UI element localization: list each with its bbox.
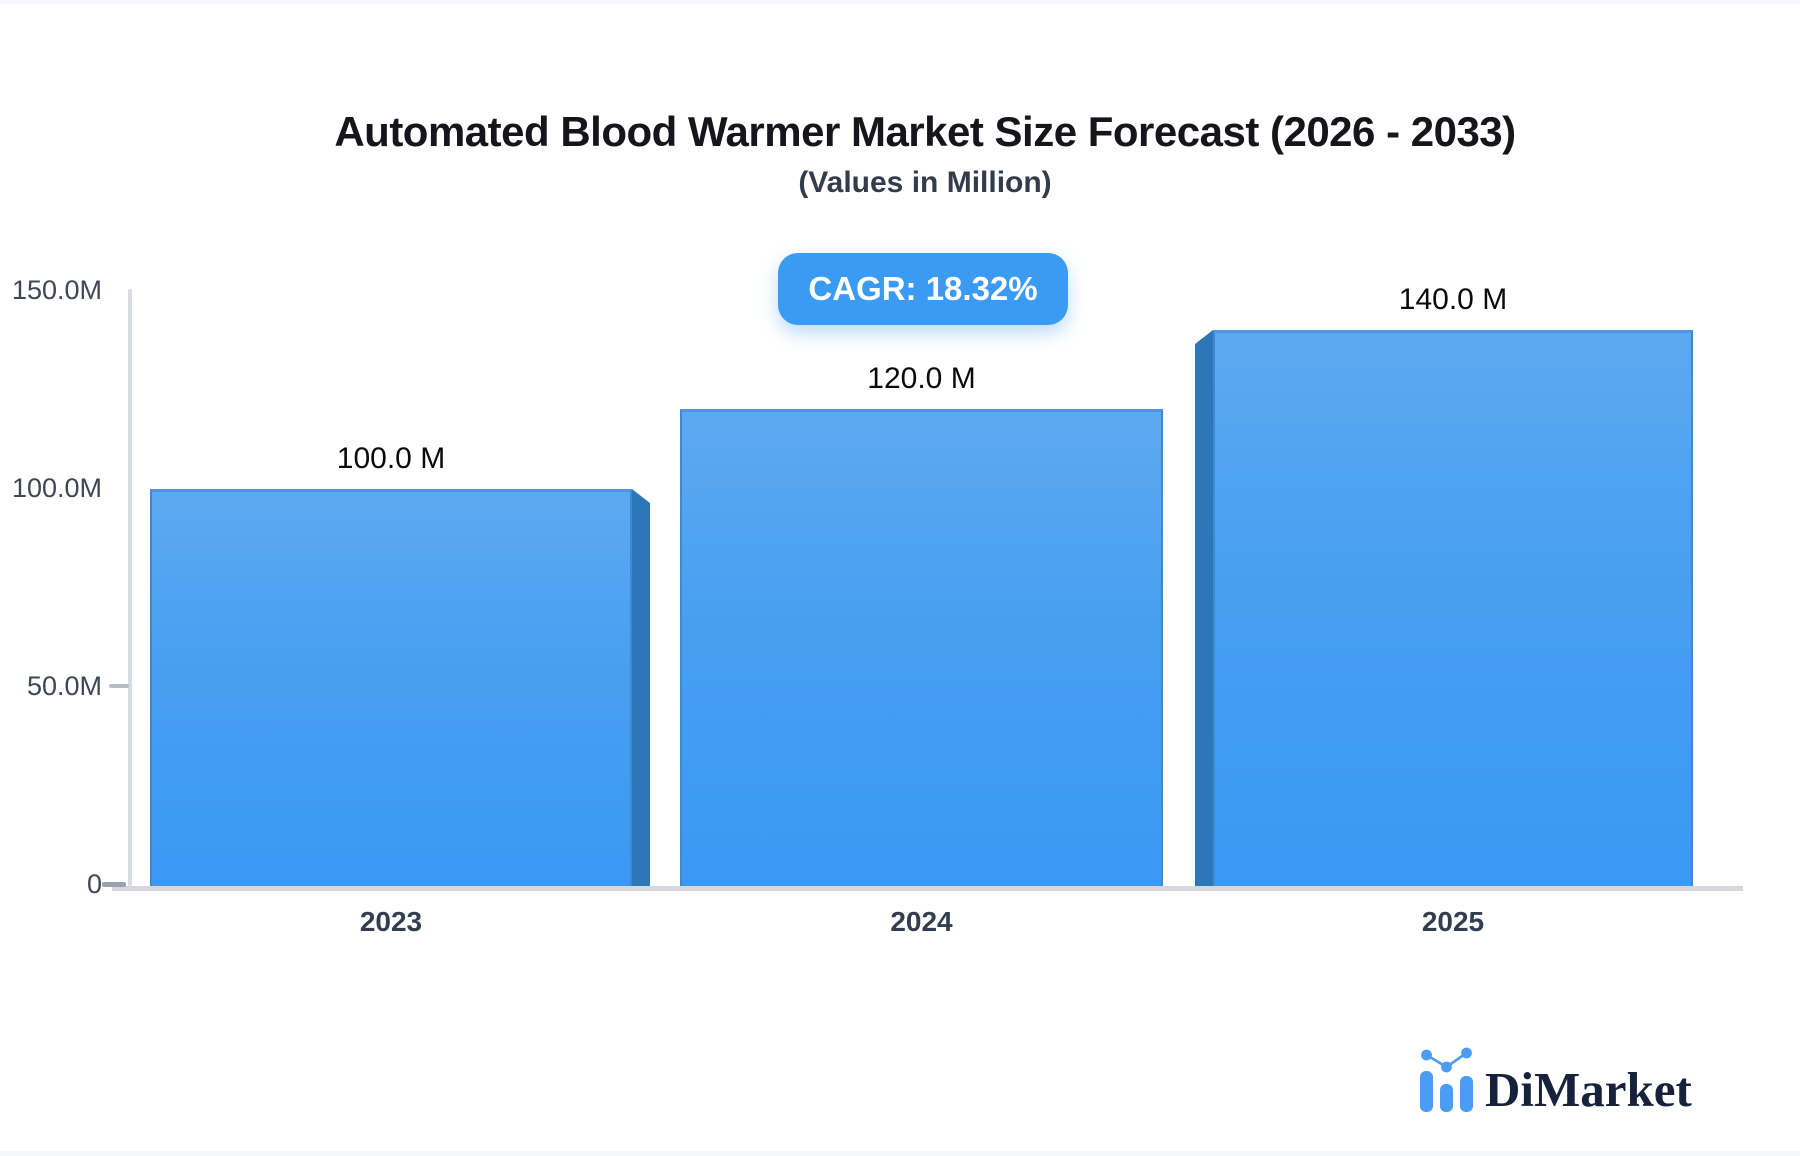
bar-2023 bbox=[150, 489, 632, 886]
y-axis-line bbox=[128, 289, 132, 886]
cagr-badge: CAGR: 18.32% bbox=[778, 253, 1068, 325]
y-tick-label-0: 0 bbox=[86, 869, 102, 899]
x-axis-label-2023: 2023 bbox=[359, 906, 423, 937]
y-tick-label-150: 150.0M bbox=[11, 275, 102, 305]
page-edge-top bbox=[0, 0, 1800, 4]
brand-name: DiMarket bbox=[1485, 1062, 1692, 1117]
x-axis-baseline bbox=[112, 886, 1743, 891]
bar-2024 bbox=[680, 409, 1163, 886]
bar-3d-side bbox=[632, 489, 650, 886]
chart-title: Automated Blood Warmer Market Size Forec… bbox=[334, 108, 1516, 155]
y-tick-label-100: 100.0M bbox=[11, 473, 102, 503]
y-axis-tick-dash bbox=[109, 684, 129, 688]
y-axis-tick-dash bbox=[102, 882, 126, 887]
brand-logo: DiMarket bbox=[1419, 1042, 1692, 1116]
bar-value-label: 120.0 M bbox=[867, 362, 976, 395]
bar-value-label: 140.0 M bbox=[1398, 283, 1508, 316]
bar-2025 bbox=[1213, 330, 1693, 886]
chart-subtitle: (Values in Million) bbox=[798, 166, 1052, 199]
bar-value-label: 100.0 M bbox=[336, 442, 446, 475]
dimarket-logo-icon bbox=[1420, 1047, 1473, 1112]
x-axis-label-2025: 2025 bbox=[1421, 906, 1485, 937]
x-axis-label-2024: 2024 bbox=[890, 906, 953, 937]
bar-3d-side bbox=[1195, 330, 1213, 886]
page-edge-bottom bbox=[0, 1151, 1800, 1156]
y-tick-label-50: 50.0M bbox=[26, 671, 102, 701]
